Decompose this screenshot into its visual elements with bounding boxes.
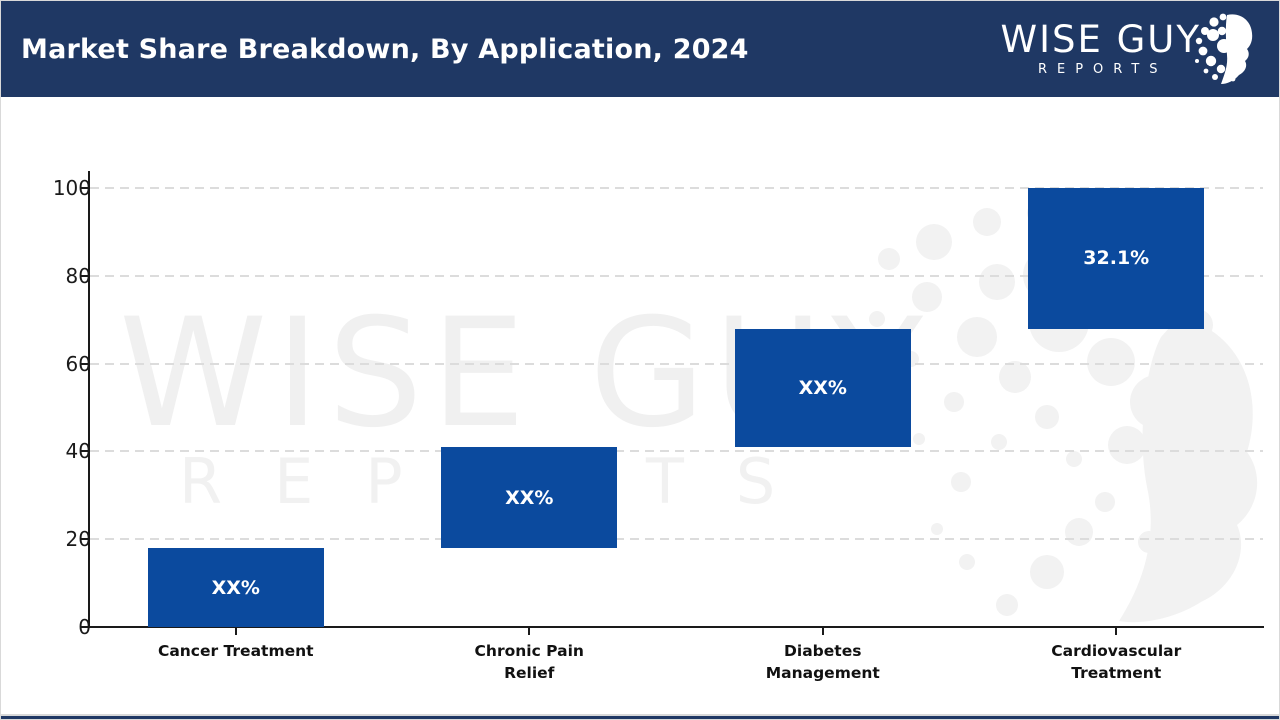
y-tick-mark-40 — [81, 450, 88, 453]
y-tick-mark-0 — [81, 626, 88, 628]
y-tick-label-0: 0 — [78, 615, 91, 639]
gridline-20 — [90, 538, 1263, 541]
x-category-label-cardiovascular-treatment: Cardiovascular Treatment — [1051, 642, 1182, 682]
x-category-label-cancer-treatment: Cancer Treatment — [157, 642, 314, 660]
gridline-60 — [90, 362, 1263, 365]
bar-cardiovascular-treatment — [1028, 188, 1204, 329]
x-category-label-diabetes-management: Diabetes Management — [765, 642, 880, 682]
bar-diabetes-management — [735, 329, 911, 447]
x-tick-mark-chronic-pain-relief — [528, 628, 530, 635]
brand-name: WISE GUY — [1000, 18, 1201, 61]
bar-value-label-cancer-treatment: XX% — [211, 576, 260, 599]
y-tick-label-80: 80 — [65, 263, 91, 288]
x-tick-mark-cardiovascular-treatment — [1115, 628, 1117, 635]
footer-bar — [1, 714, 1279, 719]
bar-cancer-treatment — [148, 548, 324, 627]
page-title: Market Share Breakdown, By Application, … — [21, 33, 749, 65]
bar-value-label-chronic-pain-relief: XX% — [505, 486, 554, 509]
y-tick-label-20: 20 — [65, 527, 91, 552]
y-tick-mark-20 — [81, 538, 88, 541]
gridline-80 — [90, 274, 1263, 277]
bar-value-label-diabetes-management: XX% — [798, 376, 847, 399]
y-axis-line — [88, 171, 90, 628]
gridline-40 — [90, 450, 1263, 453]
x-category-label-chronic-pain-relief: Chronic Pain Relief — [474, 642, 584, 682]
y-tick-label-60: 60 — [65, 351, 91, 376]
y-tick-mark-100 — [81, 187, 88, 189]
brand-subtitle: REPORTS — [1037, 62, 1168, 77]
chart-area: WISE GUY REPORTS 020 — [1, 97, 1279, 715]
brand-logo-text: WISE GUY REPORTS — [1001, 21, 1201, 77]
y-tick-label-40: 40 — [65, 439, 91, 464]
x-tick-mark-cancer-treatment — [235, 628, 237, 635]
header: Market Share Breakdown, By Application, … — [1, 1, 1279, 97]
brand-logo: WISE GUY REPORTS — [1001, 11, 1255, 87]
y-tick-mark-80 — [81, 274, 88, 277]
dotted-face-icon — [1195, 13, 1253, 84]
bar-chronic-pain-relief — [441, 447, 617, 548]
bar-value-label-cardiovascular-treatment: 32.1% — [1083, 247, 1150, 270]
y-tick-mark-60 — [81, 362, 88, 365]
x-tick-mark-diabetes-management — [822, 628, 824, 635]
gridline-100 — [90, 187, 1263, 189]
y-tick-label-100: 100 — [52, 176, 91, 200]
x-axis-line — [88, 626, 1264, 628]
